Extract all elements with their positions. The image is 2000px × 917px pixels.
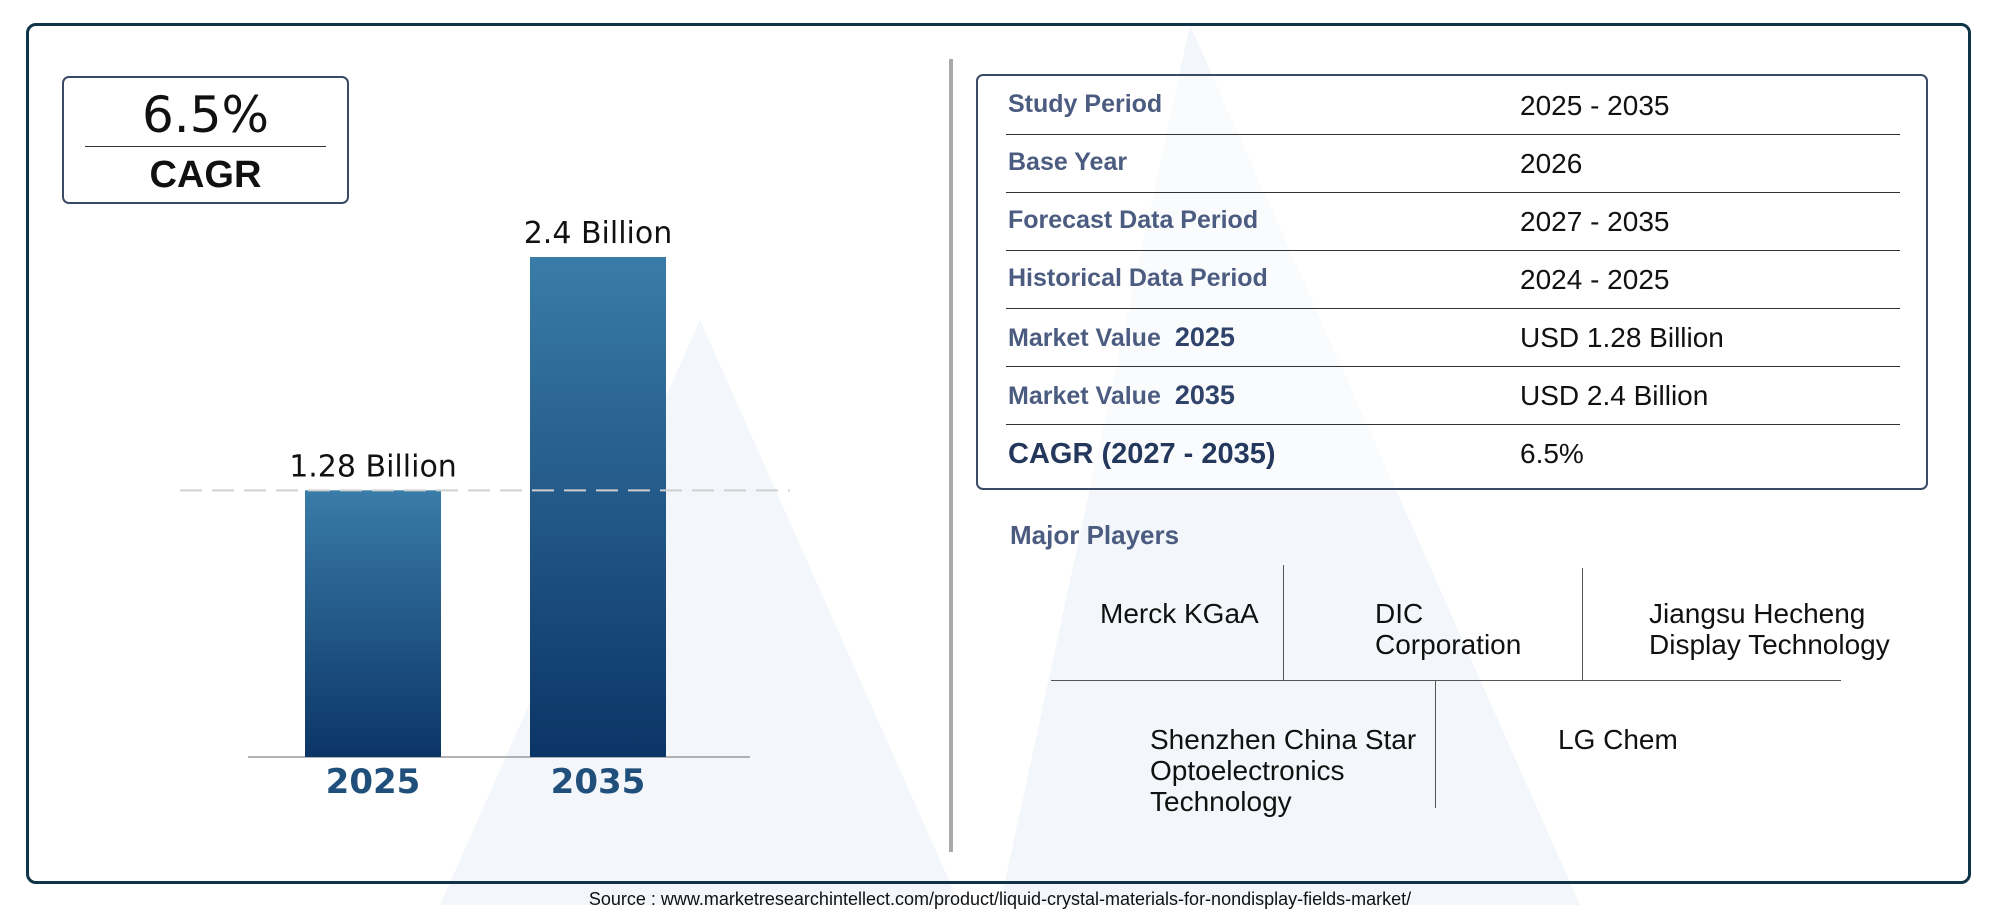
row-key: Market Value 2035 bbox=[1008, 380, 1235, 410]
cagr-label: CAGR bbox=[149, 154, 262, 196]
table-row: Forecast Data Period 2027 - 2035 bbox=[1006, 192, 1900, 251]
row-value: 2025 - 2035 bbox=[1520, 90, 1670, 121]
row-value: 6.5% bbox=[1520, 438, 1584, 469]
row-key: Base Year bbox=[1008, 148, 1128, 176]
player-shenzhen-csot: Shenzhen China Star Optoelectronics Tech… bbox=[1150, 724, 1417, 817]
row-value: 2027 - 2035 bbox=[1520, 206, 1670, 237]
players-divider bbox=[1051, 680, 1841, 681]
info-table: Study Period 2025 - 2035 Base Year 2026 … bbox=[976, 74, 1928, 490]
category-label-2035: 2035 bbox=[551, 762, 646, 802]
row-key: Market Value 2025 bbox=[1008, 322, 1235, 352]
row-key-year: 2025 bbox=[1174, 322, 1235, 352]
bar-2035 bbox=[530, 257, 666, 757]
players-divider bbox=[1283, 565, 1284, 680]
row-value: USD 2.4 Billion bbox=[1520, 380, 1709, 411]
data-label-2025: 1.28 Billion bbox=[289, 449, 457, 484]
players-divider bbox=[1582, 568, 1583, 680]
market-bar-chart: 1.28 Billion 2025 2.4 Billion 2035 bbox=[180, 216, 790, 802]
category-label-2025: 2025 bbox=[326, 762, 421, 802]
table-row: Market Value 2035 USD 2.4 Billion bbox=[1006, 366, 1900, 425]
row-key: Forecast Data Period bbox=[1008, 206, 1259, 234]
cagr-divider bbox=[85, 146, 326, 147]
panel-divider bbox=[949, 59, 953, 852]
cagr-value: 6.5% bbox=[141, 86, 270, 144]
player-merck: Merck KGaA bbox=[1100, 598, 1259, 629]
row-key: Historical Data Period bbox=[1008, 264, 1268, 292]
row-key: Study Period bbox=[1008, 90, 1163, 118]
player-lg-chem: LG Chem bbox=[1558, 724, 1678, 755]
table-row: Study Period 2025 - 2035 bbox=[1006, 76, 1900, 135]
row-value: 2026 bbox=[1520, 148, 1583, 179]
row-key-year: 2035 bbox=[1174, 380, 1235, 410]
source-caption: Source : www.marketresearchintellect.com… bbox=[588, 889, 1412, 909]
players-divider bbox=[1435, 680, 1436, 808]
cagr-box: 6.5% CAGR bbox=[62, 76, 349, 204]
table-row: Base Year 2026 bbox=[1006, 134, 1900, 193]
player-jiangsu-hecheng: Jiangsu Hecheng Display Technology bbox=[1649, 598, 1890, 660]
player-dic: DIC Corporation bbox=[1375, 598, 1522, 660]
row-key: CAGR (2027 - 2035) bbox=[1008, 438, 1276, 470]
main-frame bbox=[26, 23, 1971, 884]
row-value: 2024 - 2025 bbox=[1520, 264, 1670, 295]
row-value: USD 1.28 Billion bbox=[1520, 322, 1724, 353]
major-players-title: Major Players bbox=[1010, 520, 1180, 550]
table-row: Market Value 2025 USD 1.28 Billion bbox=[1006, 308, 1900, 367]
table-row: Historical Data Period 2024 - 2025 bbox=[1006, 250, 1900, 309]
bar-2025 bbox=[305, 490, 441, 757]
data-label-2035: 2.4 Billion bbox=[524, 216, 673, 251]
table-row: CAGR (2027 - 2035) 6.5% bbox=[1006, 424, 1900, 482]
